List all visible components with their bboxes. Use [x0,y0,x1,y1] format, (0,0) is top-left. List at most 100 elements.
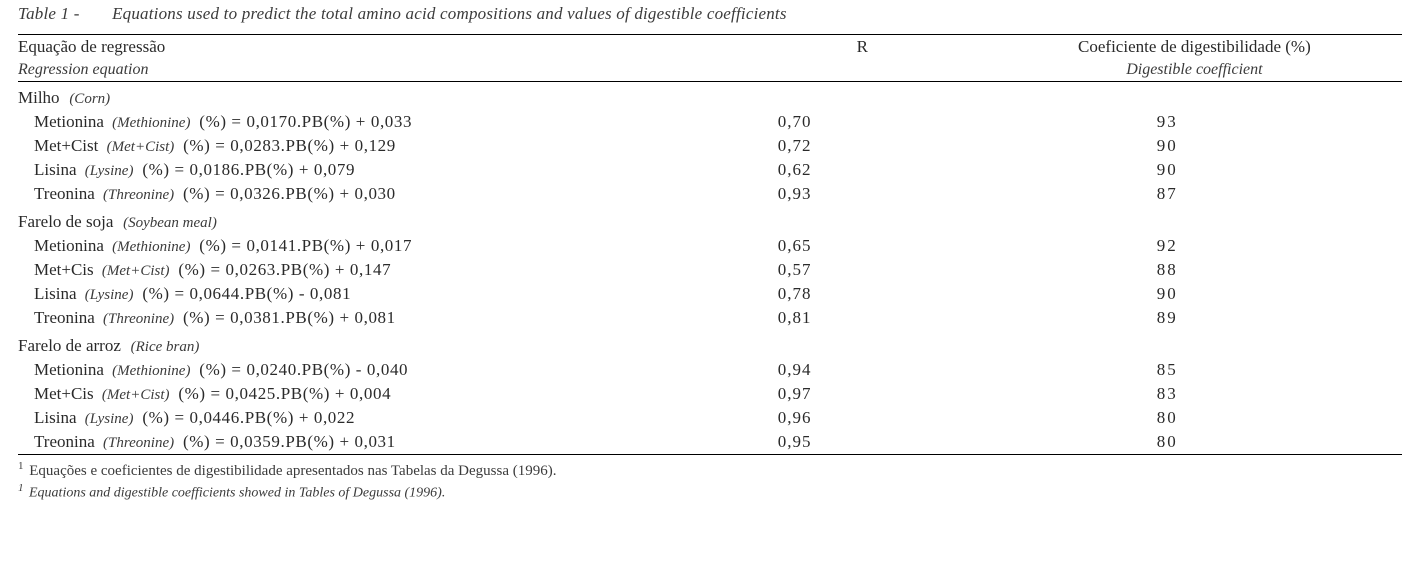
group-label-pt: Farelo de soja [18,212,113,231]
col-subheader-r [738,59,987,82]
r-cell: 0,96 [738,406,987,430]
caption-label: Table 1 - [18,4,80,23]
aa-en: (Methionine) [112,239,190,255]
dc-cell: 90 [987,282,1402,306]
caption-text: Equations used to predict the total amin… [112,4,787,23]
footnote-sup-en: 1 [18,482,24,494]
aa-pt: Met+Cis [34,384,94,403]
table-row: Met+Cist (Met+Cist) (%) = 0,0283.PB(%) +… [18,134,1402,158]
aa-pt: Treonina [34,184,95,203]
aa-en: (Lysine) [85,411,134,427]
footnote-en-text: Equations and digestible coefficients sh… [29,486,445,501]
col-header-equation: Equação de regressão [18,35,738,60]
equation-text: (%) = 0,0644.PB(%) - 0,081 [137,284,351,303]
col-subheader-dc: Digestible coefficient [987,59,1402,82]
footnote-pt-text: Equações e coeficientes de digestibilida… [29,463,556,479]
table-row: Treonina (Threonine) (%) = 0,0381.PB(%) … [18,306,1402,330]
table-row: Met+Cis (Met+Cist) (%) = 0,0425.PB(%) + … [18,382,1402,406]
equation-cell: Treonina (Threonine) (%) = 0,0326.PB(%) … [18,182,738,206]
r-cell: 0,72 [738,134,987,158]
aa-en: (Methionine) [112,115,190,131]
header-row-sub: Regression equation Digestible coefficie… [18,59,1402,82]
table-row: Lisina (Lysine) (%) = 0,0644.PB(%) - 0,0… [18,282,1402,306]
aa-en: (Met+Cist) [102,387,170,403]
aa-en: (Lysine) [85,163,134,179]
equation-cell: Treonina (Threonine) (%) = 0,0381.PB(%) … [18,306,738,330]
equation-cell: Lisina (Lysine) (%) = 0,0446.PB(%) + 0,0… [18,406,738,430]
aa-pt: Metionina [34,236,104,255]
r-cell: 0,94 [738,358,987,382]
equation-cell: Metionina (Methionine) (%) = 0,0170.PB(%… [18,110,738,134]
equation-text: (%) = 0,0359.PB(%) + 0,031 [178,432,396,451]
table-page: Table 1 - Equations used to predict the … [0,0,1420,512]
aa-en: (Threonine) [103,311,174,327]
aa-en: (Met+Cist) [102,263,170,279]
aa-pt: Lisina [34,408,77,427]
table-row: Metionina (Methionine) (%) = 0,0170.PB(%… [18,110,1402,134]
dc-cell: 88 [987,258,1402,282]
equation-cell: Metionina (Methionine) (%) = 0,0240.PB(%… [18,358,738,382]
equation-cell: Lisina (Lysine) (%) = 0,0186.PB(%) + 0,0… [18,158,738,182]
footnotes: 1 Equações e coeficientes de digestibili… [18,459,1402,504]
group-label-en: (Corn) [66,91,111,107]
aa-pt: Metionina [34,112,104,131]
r-cell: 0,62 [738,158,987,182]
equation-text: (%) = 0,0170.PB(%) + 0,033 [194,112,412,131]
dc-cell: 90 [987,158,1402,182]
equation-cell: Met+Cis (Met+Cist) (%) = 0,0263.PB(%) + … [18,258,738,282]
aa-pt: Lisina [34,160,77,179]
footnote-pt: 1 Equações e coeficientes de digestibili… [18,459,1402,481]
col-header-r: R [738,35,987,60]
aa-pt: Metionina [34,360,104,379]
footnote-en: 1 Equations and digestible coefficients … [18,481,1402,504]
group-label: Farelo de arroz (Rice bran) [18,330,1402,358]
table-row: Lisina (Lysine) (%) = 0,0446.PB(%) + 0,0… [18,406,1402,430]
table-row: Treonina (Threonine) (%) = 0,0326.PB(%) … [18,182,1402,206]
group-label: Farelo de soja (Soybean meal) [18,206,1402,234]
dc-cell: 90 [987,134,1402,158]
aa-pt: Treonina [34,432,95,451]
table-row: Lisina (Lysine) (%) = 0,0186.PB(%) + 0,0… [18,158,1402,182]
equation-text: (%) = 0,0381.PB(%) + 0,081 [178,308,396,327]
group-row: Farelo de soja (Soybean meal) [18,206,1402,234]
group-row: Farelo de arroz (Rice bran) [18,330,1402,358]
r-cell: 0,70 [738,110,987,134]
aa-pt: Met+Cis [34,260,94,279]
group-label-en: (Rice bran) [127,339,199,355]
equation-cell: Met+Cis (Met+Cist) (%) = 0,0425.PB(%) + … [18,382,738,406]
r-cell: 0,65 [738,234,987,258]
table-row: Treonina (Threonine) (%) = 0,0359.PB(%) … [18,430,1402,455]
aa-en: (Threonine) [103,187,174,203]
dc-cell: 87 [987,182,1402,206]
r-cell: 0,93 [738,182,987,206]
aa-pt: Met+Cist [34,136,98,155]
header-row-main: Equação de regressão R Coeficiente de di… [18,35,1402,60]
aa-pt: Treonina [34,308,95,327]
dc-cell: 93 [987,110,1402,134]
equation-text: (%) = 0,0263.PB(%) + 0,147 [174,260,392,279]
aa-en: (Methionine) [112,363,190,379]
dc-cell: 83 [987,382,1402,406]
equation-cell: Treonina (Threonine) (%) = 0,0359.PB(%) … [18,430,738,455]
group-label: Milho (Corn) [18,82,1402,111]
aa-en: (Met+Cist) [107,139,175,155]
col-header-dc: Coeficiente de digestibilidade (%) [987,35,1402,60]
footnote-sup: 1 [18,460,24,472]
equation-text: (%) = 0,0326.PB(%) + 0,030 [178,184,396,203]
table-caption: Table 1 - Equations used to predict the … [18,4,1402,24]
table-row: Met+Cis (Met+Cist) (%) = 0,0263.PB(%) + … [18,258,1402,282]
r-cell: 0,97 [738,382,987,406]
r-cell: 0,78 [738,282,987,306]
equation-text: (%) = 0,0186.PB(%) + 0,079 [137,160,355,179]
equation-cell: Met+Cist (Met+Cist) (%) = 0,0283.PB(%) +… [18,134,738,158]
equation-text: (%) = 0,0283.PB(%) + 0,129 [178,136,396,155]
table-row: Metionina (Methionine) (%) = 0,0240.PB(%… [18,358,1402,382]
group-label-pt: Farelo de arroz [18,336,121,355]
table-row: Metionina (Methionine) (%) = 0,0141.PB(%… [18,234,1402,258]
equation-text: (%) = 0,0141.PB(%) + 0,017 [194,236,412,255]
r-cell: 0,81 [738,306,987,330]
equation-text: (%) = 0,0425.PB(%) + 0,004 [174,384,392,403]
dc-cell: 89 [987,306,1402,330]
equation-text: (%) = 0,0446.PB(%) + 0,022 [137,408,355,427]
dc-cell: 80 [987,406,1402,430]
